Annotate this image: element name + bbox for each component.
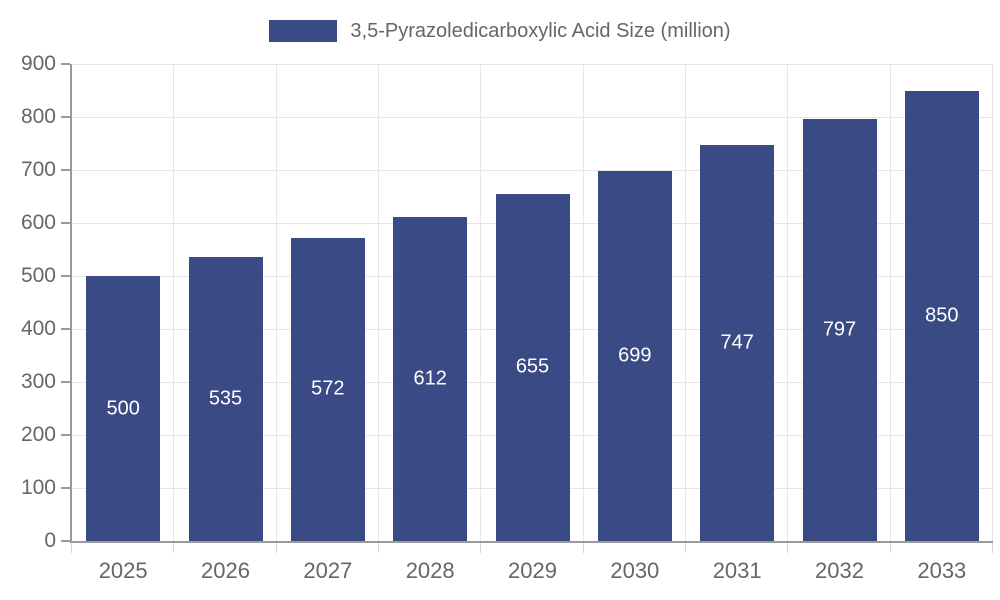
x-axis-tick [685, 543, 686, 553]
gridline-vertical [173, 64, 174, 541]
bar-2025[interactable]: 500 [86, 276, 161, 541]
bar-value-label: 797 [822, 318, 857, 341]
bar-value-label: 572 [311, 377, 345, 400]
y-axis-label: 0 [44, 529, 56, 552]
bar-value-label: 850 [925, 304, 959, 327]
x-axis-tick [480, 543, 481, 553]
y-axis-tick [61, 434, 70, 436]
bar-2027[interactable]: 572 [290, 237, 365, 541]
x-axis-tick [992, 543, 993, 553]
bar-2031[interactable]: 747 [700, 145, 775, 541]
y-axis-tick [61, 381, 70, 383]
y-axis-label: 400 [20, 317, 56, 340]
y-axis-label: 300 [20, 370, 56, 393]
y-axis-tick [61, 169, 70, 171]
x-axis-tick [378, 543, 379, 553]
bar-value-label: 612 [413, 367, 447, 390]
gridline-horizontal [72, 170, 993, 171]
gridline-horizontal [72, 117, 993, 118]
legend-label: 3,5-Pyrazoledicarboxylic Acid Size (mill… [350, 19, 731, 42]
x-axis-tick [173, 543, 174, 553]
y-axis-label: 200 [20, 423, 56, 446]
x-axis-tick [583, 543, 584, 553]
bar-2029[interactable]: 655 [495, 193, 570, 541]
x-axis-label: 2029 [508, 558, 557, 583]
y-axis-tick [61, 540, 70, 542]
x-axis-label: 2033 [917, 558, 967, 583]
y-axis-tick [61, 487, 70, 489]
bar-value-label: 655 [515, 355, 550, 378]
y-axis-label: 600 [20, 211, 56, 234]
x-axis-label: 2026 [201, 558, 250, 583]
x-axis-label: 2031 [712, 558, 762, 583]
bar-value-label: 699 [618, 344, 652, 367]
legend-swatch [269, 20, 338, 42]
gridline-vertical [787, 64, 788, 541]
y-axis-tick [61, 328, 70, 330]
gridline-vertical [992, 64, 993, 541]
x-axis-label: 2027 [303, 558, 353, 583]
x-axis-line [70, 541, 993, 543]
x-axis-label: 2025 [98, 558, 148, 583]
y-axis-label: 900 [20, 52, 56, 75]
bar-value-label: 500 [106, 397, 140, 419]
y-axis-tick [61, 116, 70, 118]
bar-2033[interactable]: 850 [904, 90, 979, 541]
bar-2028[interactable]: 612 [393, 216, 468, 541]
x-axis-tick [787, 543, 788, 553]
legend-item[interactable]: 3,5-Pyrazoledicarboxylic Acid Size (mill… [0, 17, 1000, 45]
y-axis-tick [61, 275, 70, 277]
x-axis-label: 2028 [405, 558, 455, 583]
y-axis-label: 800 [20, 105, 56, 128]
x-axis-tick [890, 543, 891, 553]
bar-2026[interactable]: 535 [188, 257, 263, 541]
y-axis-line [70, 64, 72, 543]
x-axis-tick [71, 543, 72, 553]
gridline-vertical [685, 64, 686, 541]
gridline-vertical [890, 64, 891, 541]
bar-2032[interactable]: 797 [802, 118, 877, 541]
gridline-vertical [276, 64, 277, 541]
y-axis-tick [61, 222, 70, 224]
gridline-vertical [378, 64, 379, 541]
gridline-vertical [583, 64, 584, 541]
x-axis-label: 2032 [815, 558, 864, 583]
gridline-horizontal [72, 64, 993, 65]
y-axis-label: 100 [20, 476, 56, 499]
y-axis-tick [61, 63, 70, 65]
x-axis-label: 2030 [610, 558, 660, 583]
bar-value-label: 747 [720, 331, 754, 354]
y-axis-label: 500 [20, 264, 56, 287]
gridline-vertical [480, 64, 481, 541]
bar-value-label: 535 [208, 387, 243, 410]
bar-2030[interactable]: 699 [597, 170, 672, 541]
y-axis-label: 700 [20, 158, 56, 181]
x-axis-tick [276, 543, 277, 553]
plot-area: 500 535 572 612 655 699 747 797 850 [72, 64, 993, 541]
